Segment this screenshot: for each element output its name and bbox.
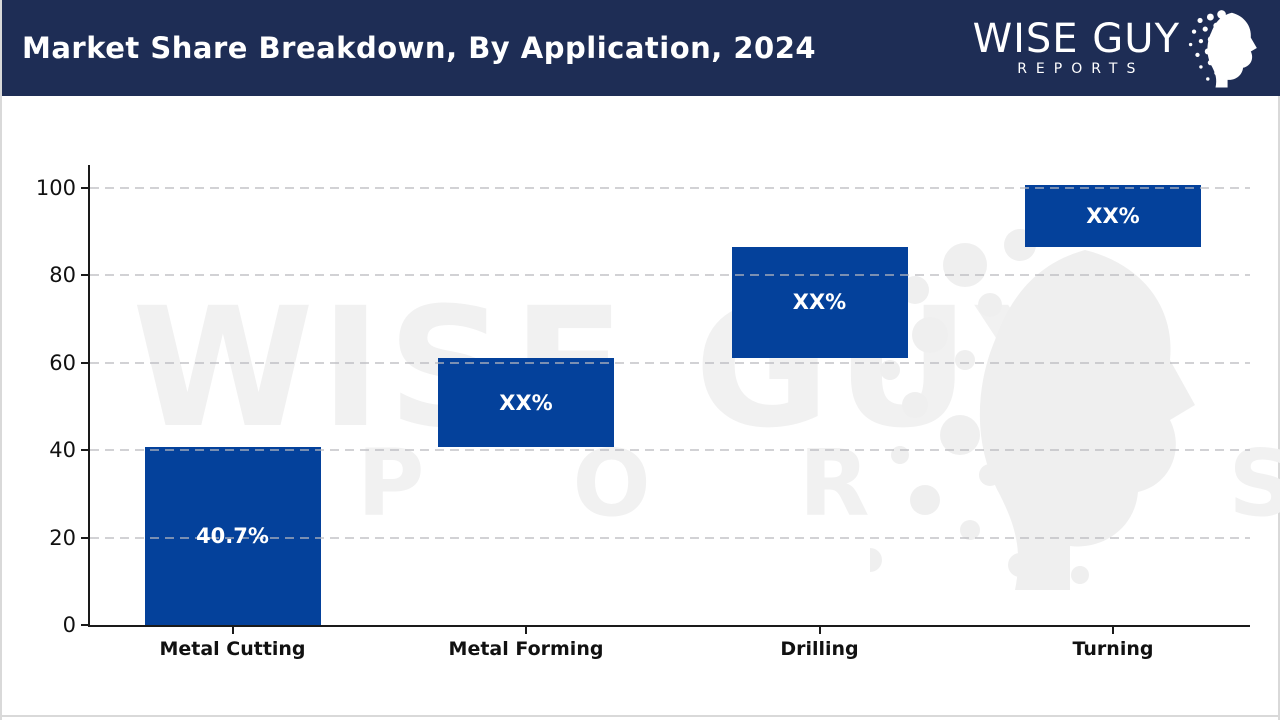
- chart-title: Market Share Breakdown, By Application, …: [22, 31, 817, 65]
- category-label-3: Turning: [1072, 638, 1154, 660]
- xtick-mark-0: [231, 625, 234, 634]
- gridline-80: [90, 274, 1250, 276]
- ytick-mark-60: [81, 361, 90, 364]
- logo-subtitle: REPORTS: [1017, 61, 1145, 77]
- ytick-label-100: 100: [35, 175, 76, 200]
- bar-metal-forming[interactable]: [438, 358, 614, 447]
- bar-value-label: XX%: [499, 390, 553, 415]
- ytick-mark-40: [81, 449, 90, 451]
- y-axis: [88, 165, 90, 627]
- x-axis: [88, 625, 1250, 627]
- ytick-label-80: 80: [49, 263, 76, 287]
- ytick-label-60: 60: [49, 350, 76, 375]
- ytick-mark-0: [81, 624, 90, 626]
- gridline-100: [90, 186, 1250, 189]
- bar-value-label: XX%: [792, 290, 847, 315]
- category-label-0: Metal Cutting: [159, 638, 306, 660]
- category-label-1: Metal Forming: [448, 638, 604, 660]
- xtick-mark-1: [525, 625, 527, 634]
- gridline-20: [90, 536, 1250, 539]
- bar-turning[interactable]: [1025, 185, 1201, 247]
- bar-value-label: XX%: [1086, 203, 1140, 228]
- header-band: Market Share Breakdown, By Application, …: [2, 0, 1280, 96]
- wise-guy-reports-logo: WISE GUY REPORTS: [973, 6, 1268, 90]
- xtick-mark-3: [1112, 625, 1114, 634]
- ytick-label-20: 20: [49, 525, 76, 550]
- bottom-border: [2, 715, 1280, 717]
- ytick-label-40: 40: [49, 438, 76, 462]
- ytick-mark-20: [81, 536, 90, 539]
- ytick-mark-80: [81, 274, 90, 276]
- logo-wordmark: WISE GUY: [972, 16, 1180, 62]
- bar-drilling[interactable]: [731, 246, 908, 359]
- gridline-60: [90, 361, 1250, 364]
- gridline-40: [90, 449, 1250, 451]
- ytick-label-0: 0: [62, 613, 76, 637]
- logo-text: WISE GUY REPORTS: [973, 19, 1180, 77]
- logo-face-icon: [1188, 10, 1257, 88]
- ytick-mark-100: [81, 186, 90, 189]
- xtick-mark-2: [818, 625, 821, 634]
- bar-value-label: 40.7%: [196, 523, 269, 548]
- category-label-2: Drilling: [780, 638, 859, 660]
- bar-metal-cutting[interactable]: [144, 446, 321, 625]
